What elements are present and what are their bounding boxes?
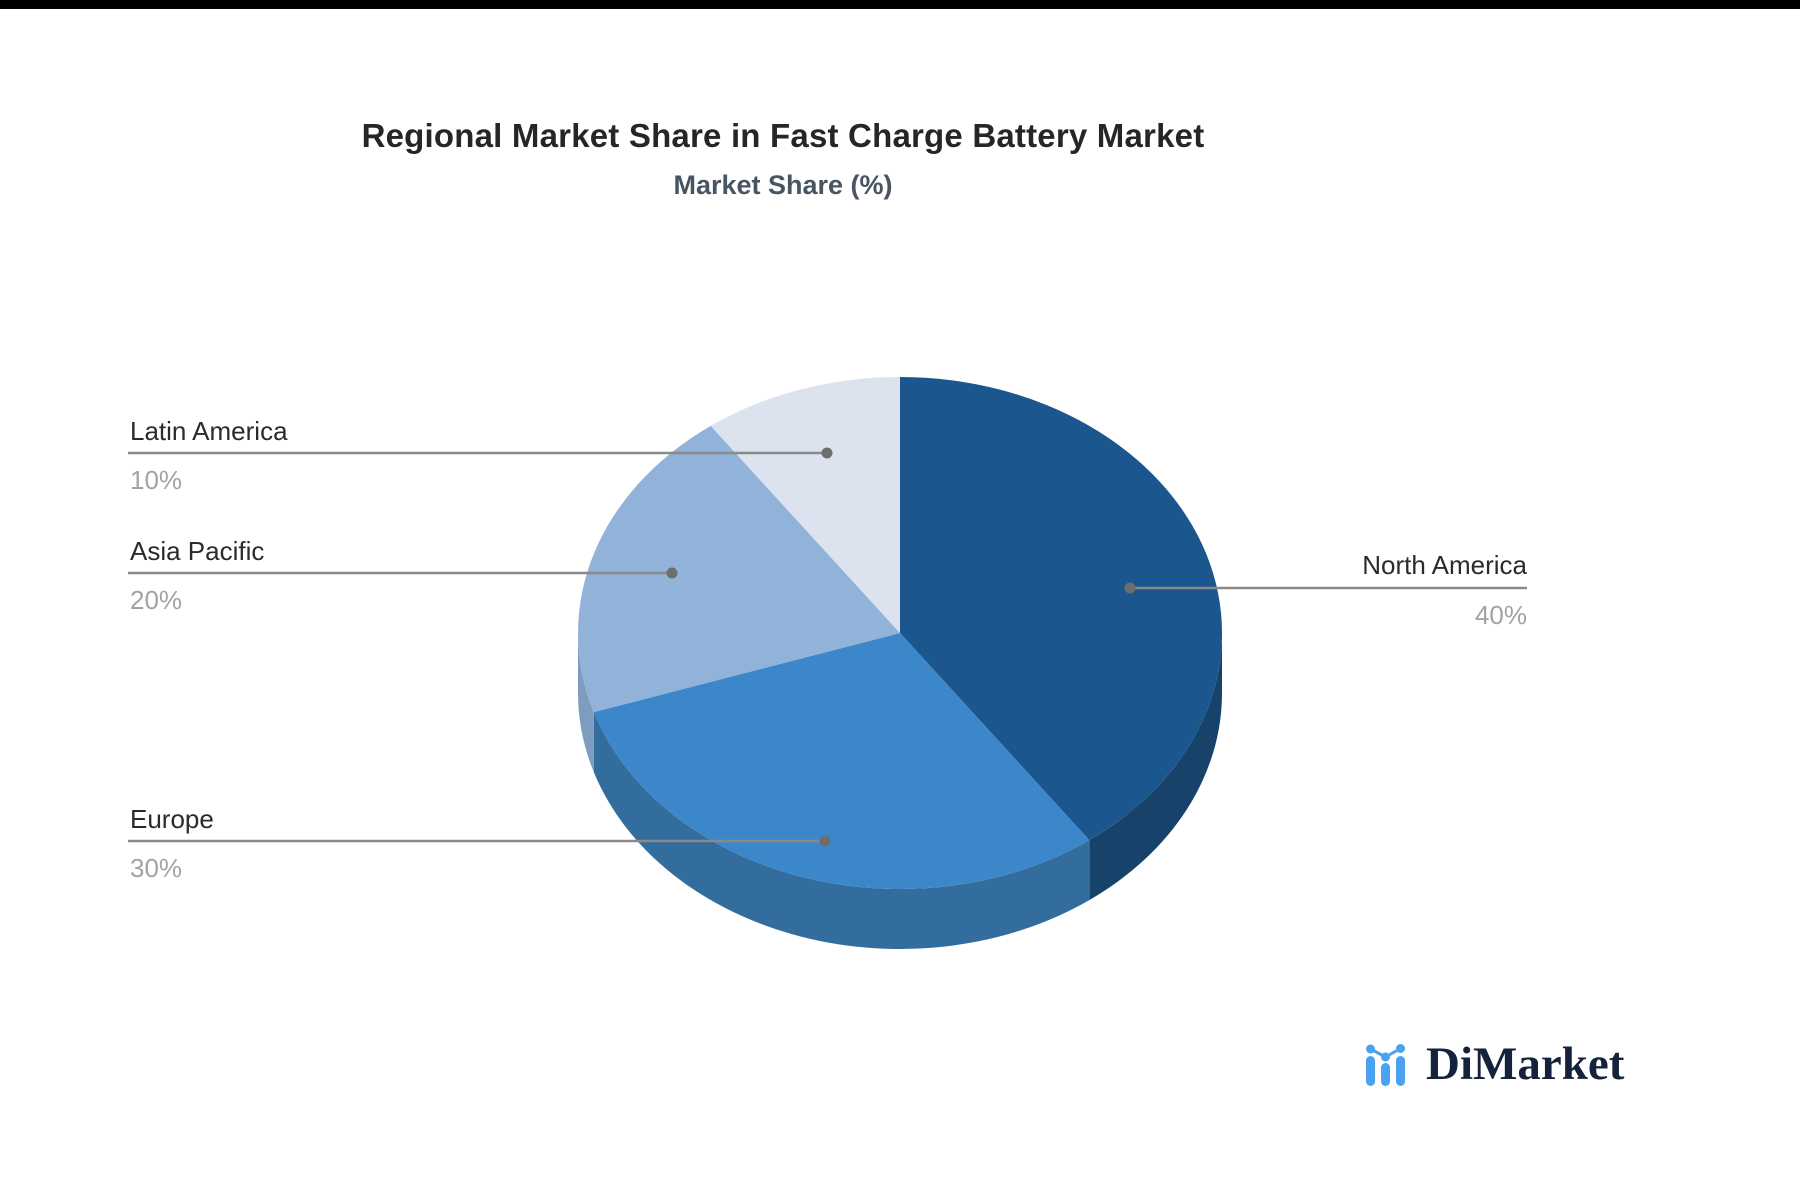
leader-dot-north-america	[1124, 582, 1136, 594]
brand-name: DiMarket	[1426, 1038, 1625, 1090]
pie-rim-europe	[593, 712, 1090, 949]
slice-label-value: 20%	[130, 585, 183, 615]
pie-slice-europe[interactable]	[593, 633, 1090, 889]
pie-slice-latin-america[interactable]	[710, 376, 900, 633]
slice-label-asia-pacific: Asia Pacific	[130, 538, 264, 564]
pie-slice-north-america[interactable]	[900, 377, 1223, 841]
slice-label-name: North America	[1362, 550, 1527, 580]
chart-title: Regional Market Share in Fast Charge Bat…	[361, 117, 1205, 154]
slice-value-europe: 30%	[130, 855, 182, 881]
slice-value-asia-pacific: 20%	[130, 587, 182, 613]
slice-label-latin-america: Latin America	[130, 418, 288, 444]
slice-label-north-america: North America	[1362, 552, 1527, 578]
top-edge-strip	[0, 0, 1800, 9]
leader-dot-latin-america	[821, 447, 833, 459]
leader-dot-asia-pacific	[666, 567, 678, 579]
pie-rim-asia-pacific	[578, 633, 594, 773]
bar-chart-trend-icon	[1366, 1044, 1405, 1086]
pie-slice-asia-pacific[interactable]	[578, 425, 900, 713]
leader-dot-europe	[819, 835, 831, 847]
slice-label-value: 40%	[1474, 600, 1527, 630]
slice-label-value: 10%	[130, 465, 183, 495]
slice-label-value: 30%	[130, 853, 183, 883]
chart-header: Regional Market Share in Fast Charge Bat…	[0, 117, 1566, 201]
slice-value-north-america: 40%	[1475, 602, 1527, 628]
slice-label-name: Europe	[130, 804, 214, 834]
slice-label-name: Latin America	[130, 416, 288, 446]
slice-value-latin-america: 10%	[130, 467, 182, 493]
chart-subtitle: Market Share (%)	[673, 170, 893, 200]
slice-label-name: Asia Pacific	[130, 536, 265, 566]
pie-rim-north-america	[1089, 633, 1222, 901]
brand-logo: DiMarket	[1366, 1038, 1625, 1090]
slice-label-europe: Europe	[130, 806, 214, 832]
